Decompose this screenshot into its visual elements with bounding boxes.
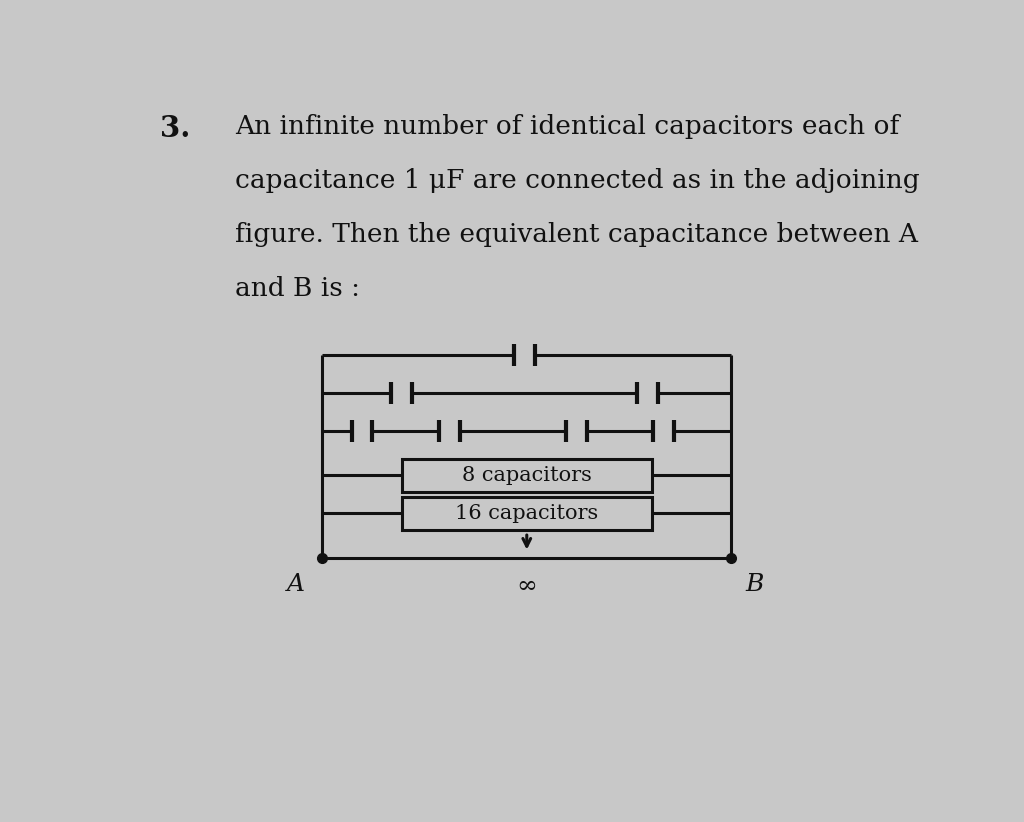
Text: B: B [745, 574, 764, 596]
Text: 3.: 3. [160, 114, 190, 144]
Text: capacitance 1 μF are connected as in the adjoining: capacitance 1 μF are connected as in the… [236, 169, 920, 193]
Text: ∞: ∞ [516, 575, 538, 598]
Bar [401, 459, 652, 492]
Text: A: A [287, 574, 305, 596]
Text: and B is :: and B is : [236, 276, 360, 301]
Text: 16 capacitors: 16 capacitors [455, 504, 598, 523]
Text: An infinite number of identical capacitors each of: An infinite number of identical capacito… [236, 114, 899, 140]
Text: figure. Then the equivalent capacitance between A: figure. Then the equivalent capacitance … [236, 222, 919, 247]
Text: 8 capacitors: 8 capacitors [462, 466, 592, 485]
Bar [401, 496, 652, 529]
